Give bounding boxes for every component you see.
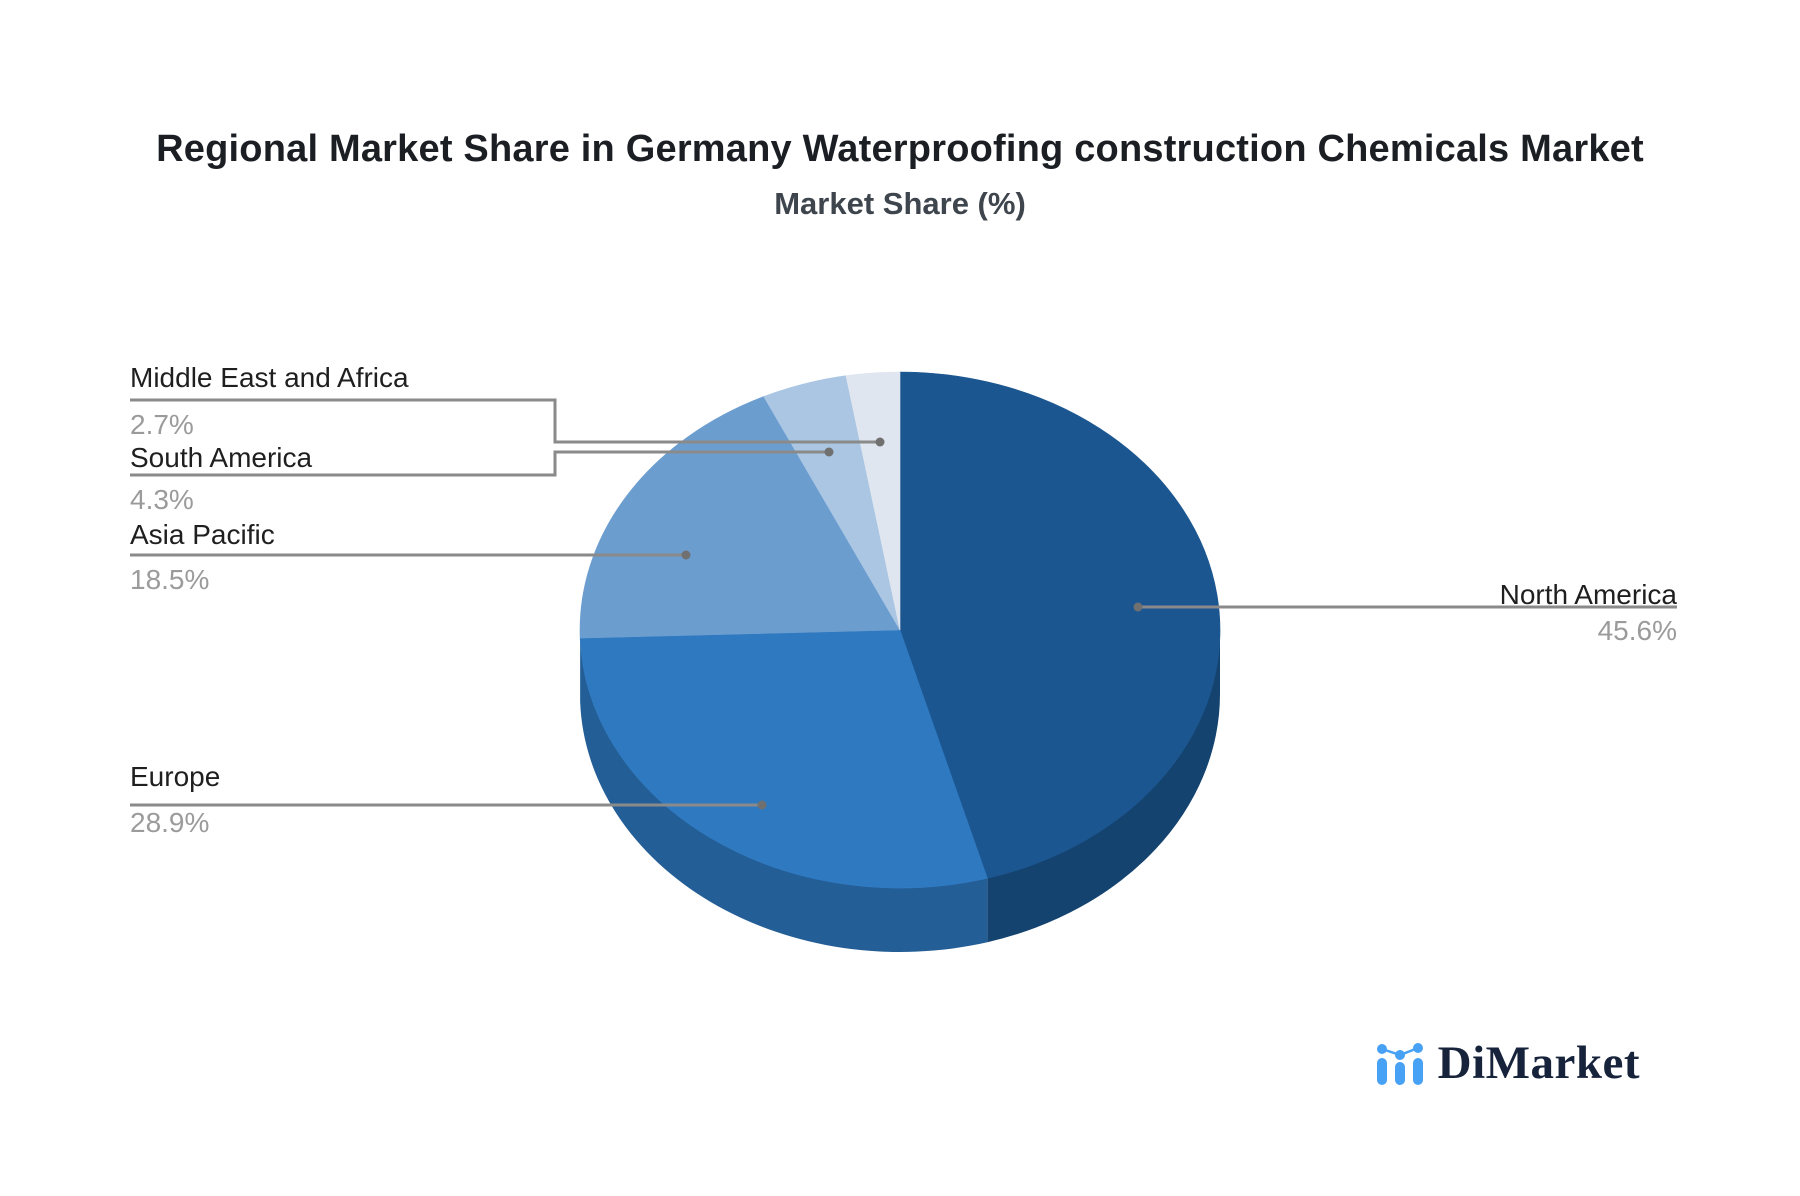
pie-slice-side-europe xyxy=(580,638,988,952)
callout-name-europe: Europe xyxy=(130,761,221,792)
logo[interactable]: DiMarket xyxy=(1374,1036,1640,1090)
pie-slice-asia-pacific[interactable] xyxy=(579,396,901,639)
callout-name-south-america: South America xyxy=(130,442,313,473)
callout-value-middle-east-africa: 2.7% xyxy=(130,409,194,440)
callout-value-europe: 28.9% xyxy=(130,807,210,838)
callout-value-asia-pacific: 18.5% xyxy=(130,564,210,595)
pie-slice-middle-east-and-africa[interactable] xyxy=(845,371,901,631)
chart-title: Regional Market Share in Germany Waterpr… xyxy=(156,128,1644,170)
leader-dot xyxy=(681,550,691,560)
leader-dot xyxy=(757,800,767,810)
callout-name-middle-east-africa: Middle East and Africa xyxy=(130,362,409,393)
logo-bar-chart-trend-icon xyxy=(1376,1043,1423,1085)
callout-name-north-america: North America xyxy=(1499,579,1677,610)
logo-text: DiMarket xyxy=(1437,1037,1640,1089)
chart-subtitle: Market Share (%) xyxy=(774,186,1026,221)
leader-dot xyxy=(875,437,885,447)
leader-dot xyxy=(1133,602,1143,612)
callout-value-south-america: 4.3% xyxy=(130,484,194,515)
pie-slice-north-america[interactable] xyxy=(899,371,1221,879)
callout-name-asia-pacific: Asia Pacific xyxy=(130,519,275,550)
pie-slice-europe[interactable] xyxy=(579,629,988,889)
leader-line-south-america xyxy=(130,450,829,477)
leader-line-middle-east-and-africa xyxy=(130,398,880,444)
callout-value-north-america: 45.6% xyxy=(1597,615,1677,646)
leader-dot xyxy=(824,447,834,457)
pie-slice-side-north-america xyxy=(987,630,1220,943)
